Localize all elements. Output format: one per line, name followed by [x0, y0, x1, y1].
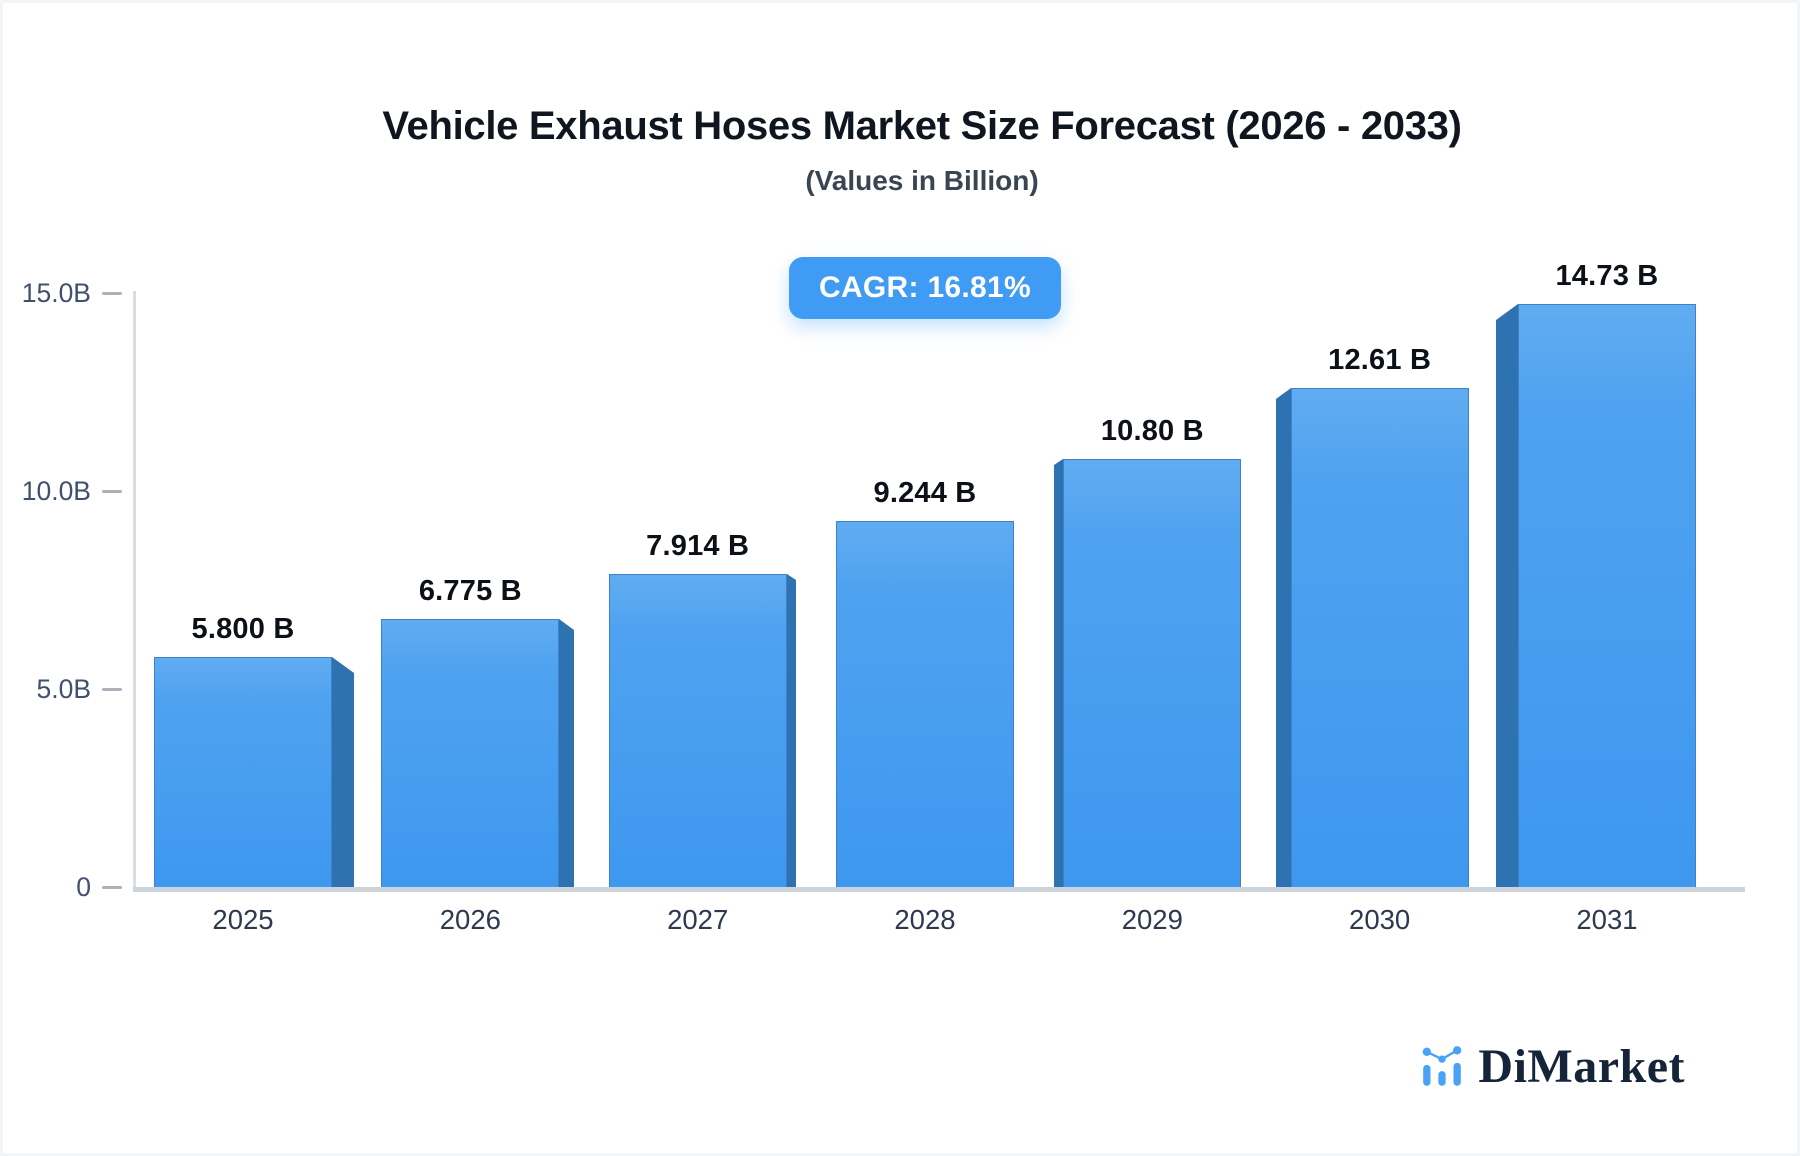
x-axis-label: 2028 [894, 904, 956, 935]
bar-value-label: 9.244 B [873, 477, 977, 509]
y-tick-label: 10.0B [21, 476, 91, 506]
x-axis-label: 2029 [1121, 904, 1183, 935]
bar-side-face [332, 657, 354, 887]
x-axis-label: 2026 [439, 904, 501, 935]
cagr-badge-row: CAGR: 16.81% [53, 257, 1797, 319]
bar-2030[interactable] [1291, 388, 1469, 887]
bar-2025[interactable] [154, 657, 332, 887]
bar-value-label: 12.61 B [1328, 344, 1432, 376]
bar-2031[interactable] [1518, 304, 1696, 887]
x-axis-baseline [133, 887, 1745, 892]
y-tick-label: 5.0B [36, 674, 91, 704]
dimarket-logo-text: DiMarket [1478, 1040, 1685, 1093]
y-tick [102, 688, 122, 691]
y-tick-label: 0 [76, 872, 91, 902]
y-tick [102, 292, 122, 295]
chart-subtitle: (Values in Billion) [805, 165, 1039, 196]
bar-2026[interactable] [381, 619, 559, 887]
cagr-badge: CAGR: 16.81% [788, 257, 1061, 319]
bar-side-face [1054, 459, 1063, 887]
x-axis-label: 2025 [212, 904, 274, 935]
bar-2028[interactable] [836, 521, 1014, 887]
bar-chart-plot: 15.0B 10.0B 5.0B 0 5.800 B 2025 6.775 B 2026 7.9… [3, 3, 1797, 1153]
x-axis-label: 2030 [1349, 904, 1411, 935]
y-axis-line [133, 291, 136, 887]
y-tick [102, 490, 122, 493]
bar-value-label: 14.73 B [1555, 260, 1659, 292]
bar-2029[interactable] [1063, 459, 1241, 887]
dimarket-logo-icon [1423, 1045, 1462, 1086]
bar-value-label: 6.775 B [418, 575, 522, 607]
bar-side-face [787, 574, 796, 887]
bar-2027[interactable] [609, 574, 787, 887]
x-axis-label: 2027 [667, 904, 729, 935]
dimarket-logo: DiMarket [1419, 1039, 1685, 1094]
y-tick-label: 15.0B [21, 278, 91, 308]
bar-side-face [1276, 388, 1291, 887]
bar-side-face [1496, 304, 1518, 887]
bar-value-label: 5.800 B [191, 613, 295, 645]
x-axis-label: 2031 [1576, 904, 1638, 935]
chart-title: Vehicle Exhaust Hoses Market Size Foreca… [382, 104, 1462, 148]
bar-side-face [559, 619, 574, 887]
y-tick [102, 886, 122, 889]
bar-value-label: 10.80 B [1100, 415, 1204, 447]
bar-value-label: 7.914 B [646, 530, 750, 562]
